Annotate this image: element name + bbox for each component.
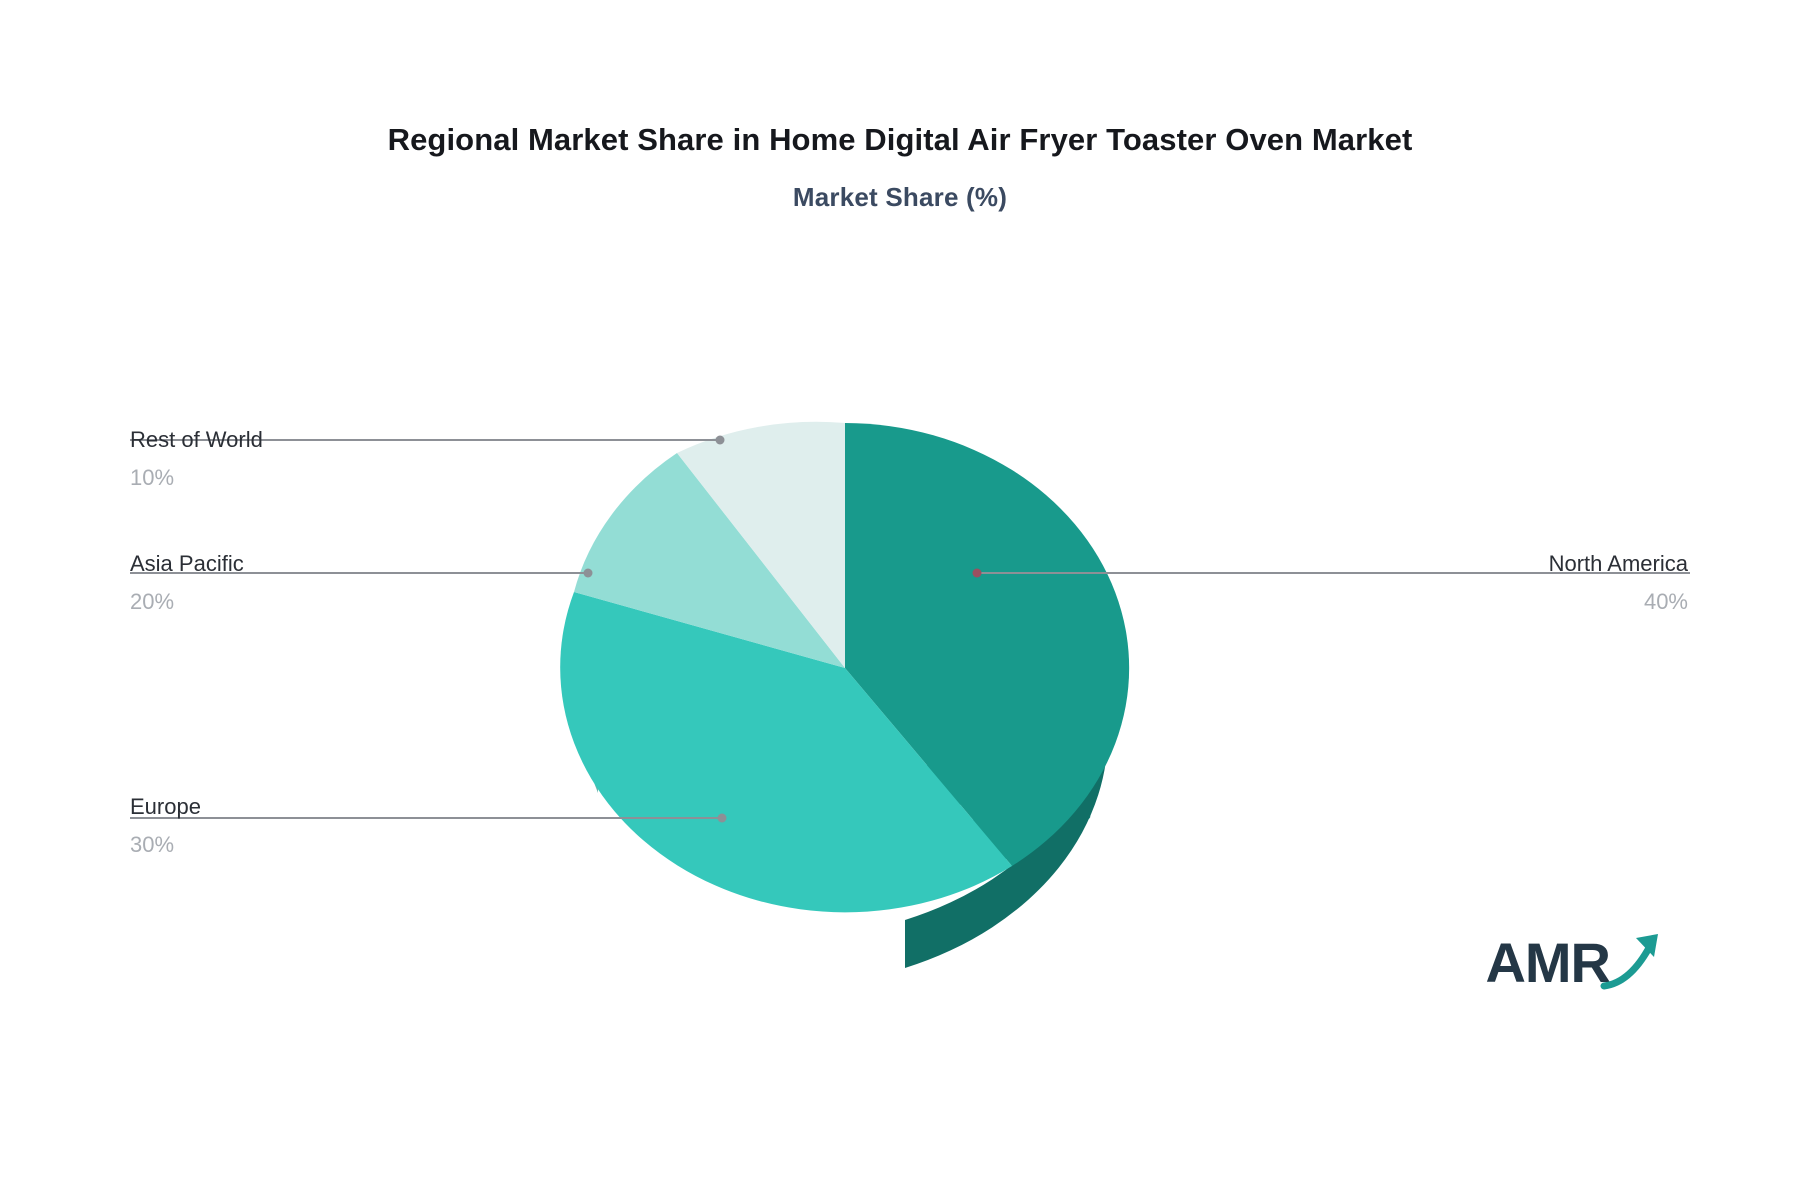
callout-label-rest-of-world: Rest of World [130,427,263,452]
leader-dots [583,435,982,823]
leader-dot-asia-pacific [583,568,593,578]
pie-slice-north-america[interactable] [845,423,1130,866]
callout-value-north-america: 40% [1643,589,1688,615]
pie-slices [560,421,1130,913]
pie-slice-rest-of-world[interactable] [677,421,845,668]
callout-rest-of-world: Rest of World 10% [130,427,460,491]
callout-value-asia-pacific: 20% [130,589,175,615]
chart-subtitle: Market Share (%) [792,182,1008,212]
leader-dot-rest-of-world [715,435,725,445]
growth-arrow-icon [1600,930,1670,997]
amr-logo-text: AMR [1485,931,1611,994]
amr-logo: AMR [1485,930,1670,991]
callout-label-north-america: North America [1548,551,1688,576]
callout-europe: Europe 30% [130,794,460,858]
pie-slice-asia-pacific[interactable] [574,453,845,668]
callout-label-asia-pacific: Asia Pacific [130,551,244,576]
callout-value-europe: 30% [130,832,175,858]
pie-slice-europe[interactable] [560,592,1012,913]
leader-lines [130,439,1690,819]
callout-label-europe: Europe [130,794,201,819]
callout-asia-pacific: Asia Pacific 20% [130,551,460,615]
callout-north-america: North America 40% [1358,551,1688,615]
page-title: Regional Market Share in Home Digital Ai… [387,122,1413,157]
leader-dot-europe [717,813,727,823]
callout-value-rest-of-world: 10% [130,465,175,491]
leader-dot-north-america [972,568,982,578]
